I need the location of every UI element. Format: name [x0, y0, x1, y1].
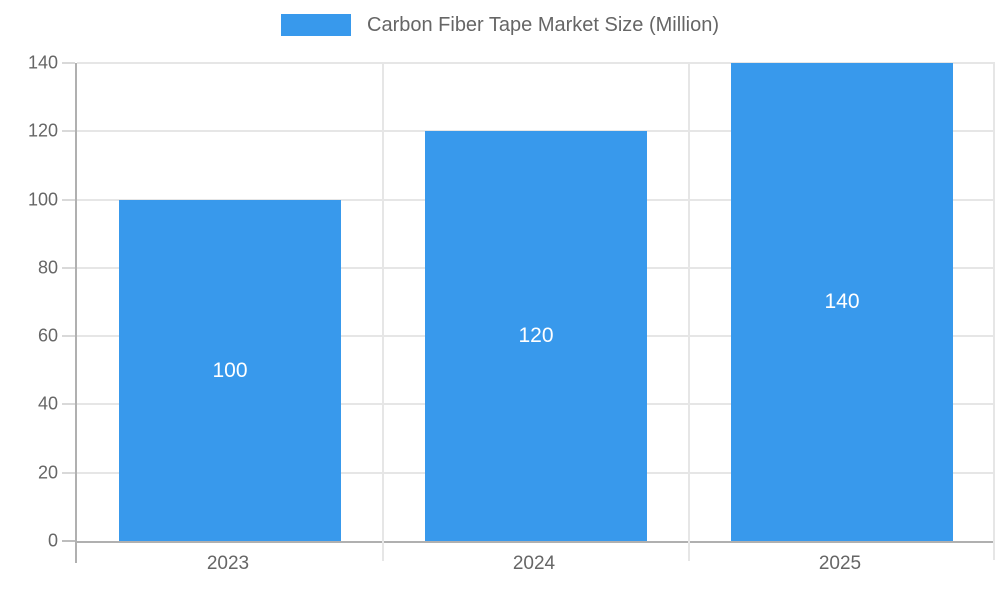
bar-2023[interactable]: 100	[119, 200, 341, 541]
legend-color-swatch	[281, 14, 351, 36]
y-tick-140	[62, 62, 75, 64]
y-tick-80	[62, 267, 75, 269]
y-tick-label-140: 140	[27, 52, 58, 73]
y-tick-label-20: 20	[37, 462, 58, 483]
y-tick-120	[62, 130, 75, 132]
y-tick-100	[62, 199, 75, 201]
bar-value-label-2025: 140	[824, 290, 860, 313]
y-tick-label-100: 100	[27, 189, 58, 210]
bar-value-label-2023: 100	[212, 358, 248, 382]
bar-2024[interactable]: 120	[425, 131, 647, 541]
x-tick-label-2025: 2025	[818, 553, 862, 574]
legend-item[interactable]: Carbon Fiber Tape Market Size (Million)	[281, 14, 719, 36]
y-tick-label-120: 120	[27, 120, 58, 141]
y-tick-label-80: 80	[37, 257, 58, 278]
y-tick-label-40: 40	[37, 393, 58, 414]
y-axis-labels: 0 20 40 60 80 100 120 140	[0, 53, 58, 551]
plot-area: 100 120 140	[62, 62, 995, 563]
y-tick-60	[62, 335, 75, 337]
y-tick-40	[62, 403, 75, 405]
y-tick-0	[62, 540, 75, 542]
bar-2025[interactable]: 140	[731, 63, 953, 541]
y-tick-label-0: 0	[47, 530, 58, 551]
chart-legend: Carbon Fiber Tape Market Size (Million)	[0, 14, 1000, 36]
x-axis-labels: 2023 2024 2025	[75, 553, 993, 583]
h-gridline-140	[77, 62, 995, 64]
y-axis-bottom-tick	[75, 543, 77, 563]
v-gridline-1	[382, 63, 384, 561]
legend-label: Carbon Fiber Tape Market Size (Million)	[367, 14, 719, 36]
y-tick-20	[62, 472, 75, 474]
y-tick-label-60: 60	[37, 325, 58, 346]
v-gridline-2	[688, 63, 690, 561]
x-tick-label-2024: 2024	[512, 553, 556, 574]
plot-right-border	[993, 63, 995, 560]
bar-value-label-2024: 120	[518, 324, 554, 347]
x-tick-label-2023: 2023	[206, 553, 250, 574]
